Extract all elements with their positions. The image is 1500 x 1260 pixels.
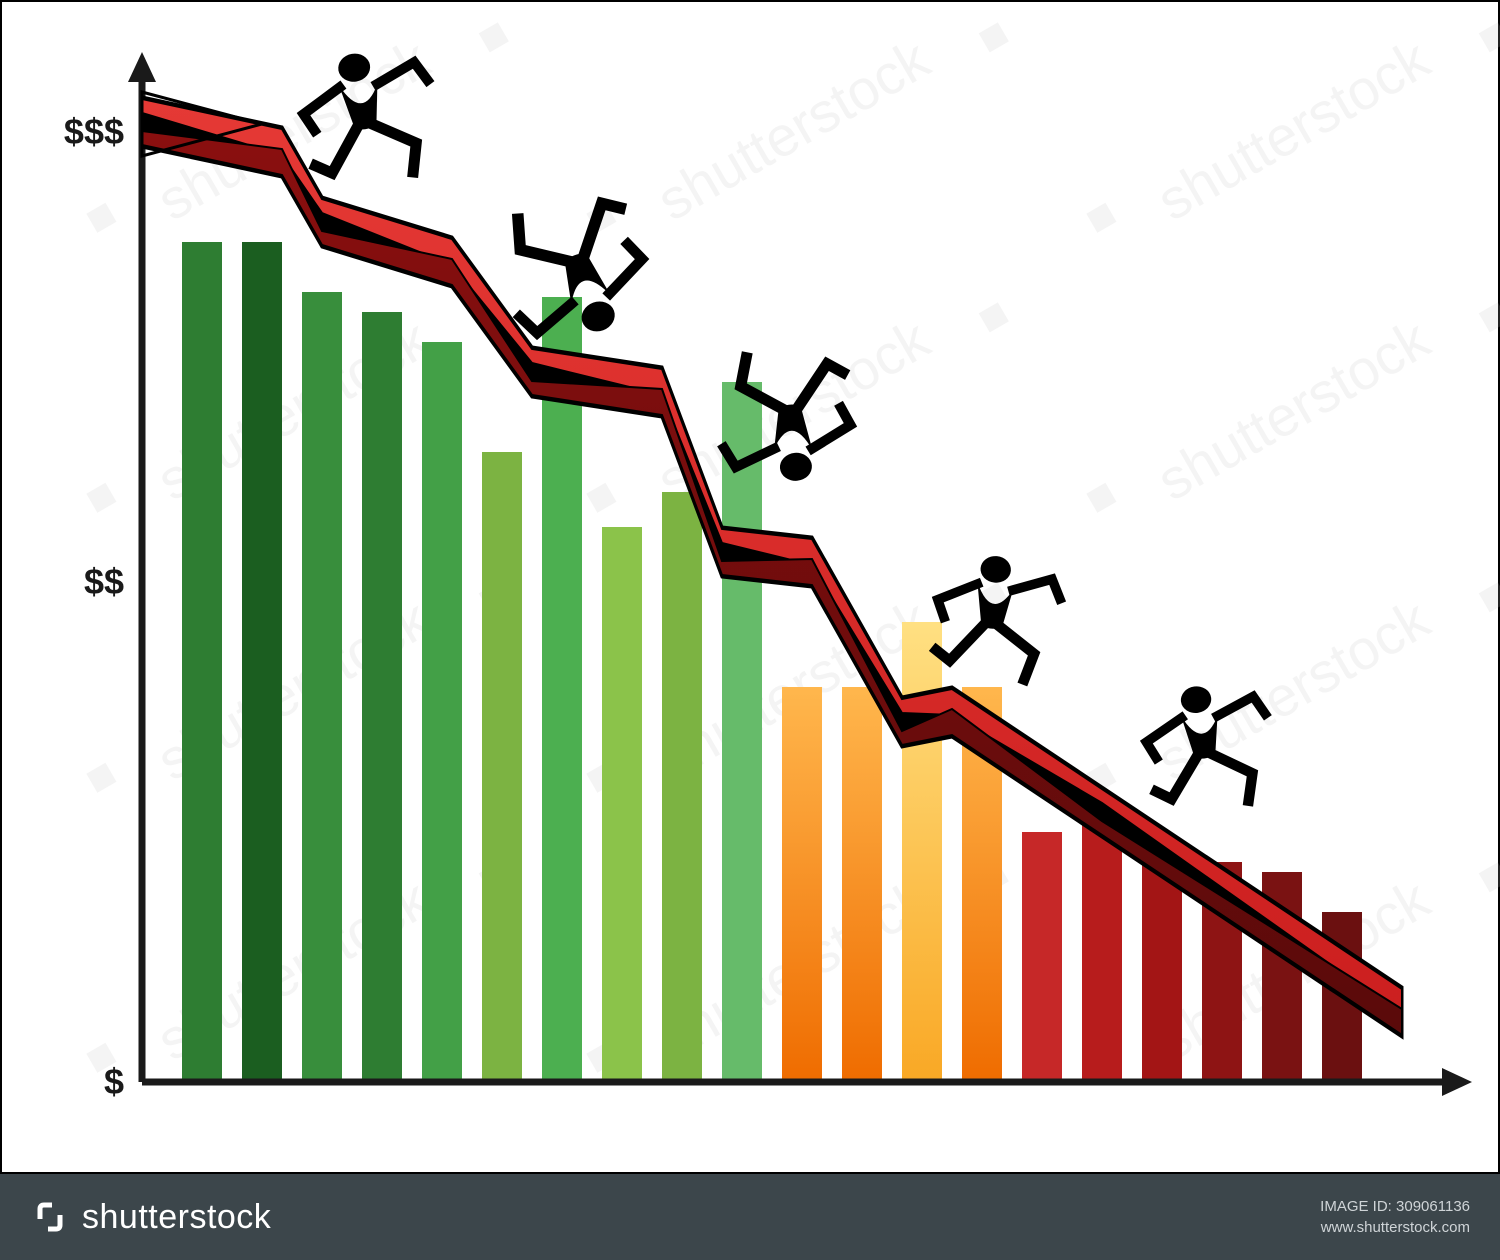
falling-figure-icon (931, 551, 1063, 682)
svg-text:shutterstock: shutterstock (647, 26, 941, 232)
svg-text:shutterstock: shutterstock (1147, 306, 1441, 512)
shutterstock-logo-icon (30, 1197, 70, 1237)
footer-site: www.shutterstock.com (1320, 1217, 1470, 1238)
footer-image-id: IMAGE ID: 309061136 (1320, 1196, 1470, 1217)
footer-brand-text: shutterstock (82, 1198, 271, 1237)
svg-text:$: $ (104, 1061, 124, 1102)
svg-text:$$$: $$$ (64, 111, 124, 152)
chart-area: shutterstockshutterstockshutterstockshut… (22, 22, 1478, 1152)
svg-text:shutterstock: shutterstock (1147, 26, 1441, 232)
footer-meta: IMAGE ID: 309061136 www.shutterstock.com (1320, 1196, 1470, 1238)
chart-border: shutterstockshutterstockshutterstockshut… (0, 0, 1500, 1174)
stock-illustration-frame: shutterstockshutterstockshutterstockshut… (0, 0, 1500, 1260)
footer-brand-block: shutterstock (30, 1197, 271, 1237)
chart-svg: shutterstockshutterstockshutterstockshut… (22, 22, 1478, 1152)
svg-text:$$: $$ (84, 561, 124, 602)
stock-footer: shutterstock IMAGE ID: 309061136 www.shu… (0, 1174, 1500, 1260)
